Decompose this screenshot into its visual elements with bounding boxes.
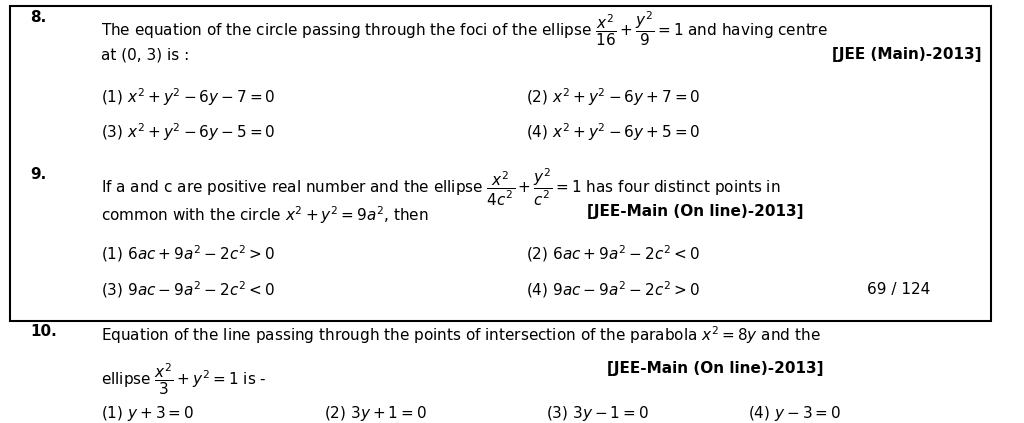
Text: (3) $3y-1=0$: (3) $3y-1=0$	[546, 404, 649, 423]
Text: (2) $6ac+9a^2-2c^2<0$: (2) $6ac+9a^2-2c^2<0$	[526, 243, 699, 264]
Text: (2) $3y+1=0$: (2) $3y+1=0$	[324, 404, 427, 423]
Text: (1) $y+3=0$: (1) $y+3=0$	[101, 404, 195, 423]
Text: 69 / 124: 69 / 124	[867, 282, 931, 297]
Text: (2) $x^2+y^2-6y+7=0$: (2) $x^2+y^2-6y+7=0$	[526, 86, 700, 107]
Text: (4) $y-3=0$: (4) $y-3=0$	[749, 404, 842, 423]
Text: [JEE-Main (On line)-2013]: [JEE-Main (On line)-2013]	[587, 204, 803, 219]
Text: (3) $x^2+y^2-6y-5=0$: (3) $x^2+y^2-6y-5=0$	[101, 121, 275, 143]
Text: [JEE-Main (On line)-2013]: [JEE-Main (On line)-2013]	[607, 362, 823, 376]
Text: (4) $x^2+y^2-6y+5=0$: (4) $x^2+y^2-6y+5=0$	[526, 121, 700, 143]
Text: The equation of the circle passing through the foci of the ellipse $\dfrac{x^2}{: The equation of the circle passing throu…	[101, 10, 828, 48]
Text: Equation of the line passing through the points of intersection of the parabola : Equation of the line passing through the…	[101, 324, 821, 346]
Text: 8.: 8.	[31, 10, 46, 25]
Text: If a and c are positive real number and the ellipse $\dfrac{x^2}{4c^2}+\dfrac{y^: If a and c are positive real number and …	[101, 167, 780, 208]
Text: (1) $6ac+9a^2-2c^2>0$: (1) $6ac+9a^2-2c^2>0$	[101, 243, 274, 264]
Text: 10.: 10.	[31, 324, 57, 339]
Text: 9.: 9.	[31, 167, 46, 182]
Text: common with the circle $x^2+y^2=9a^2$, then: common with the circle $x^2+y^2=9a^2$, t…	[101, 204, 429, 226]
Text: (1) $x^2+y^2-6y-7=0$: (1) $x^2+y^2-6y-7=0$	[101, 86, 275, 107]
Text: (3) $9ac-9a^2-2c^2<0$: (3) $9ac-9a^2-2c^2<0$	[101, 279, 274, 299]
Text: at (0, 3) is :: at (0, 3) is :	[101, 47, 189, 62]
Text: ellipse $\dfrac{x^2}{3}+y^2=1$ is -: ellipse $\dfrac{x^2}{3}+y^2=1$ is -	[101, 362, 267, 397]
FancyBboxPatch shape	[10, 6, 991, 321]
Text: (4) $9ac-9a^2-2c^2>0$: (4) $9ac-9a^2-2c^2>0$	[526, 279, 699, 299]
Text: [JEE (Main)-2013]: [JEE (Main)-2013]	[831, 47, 981, 62]
